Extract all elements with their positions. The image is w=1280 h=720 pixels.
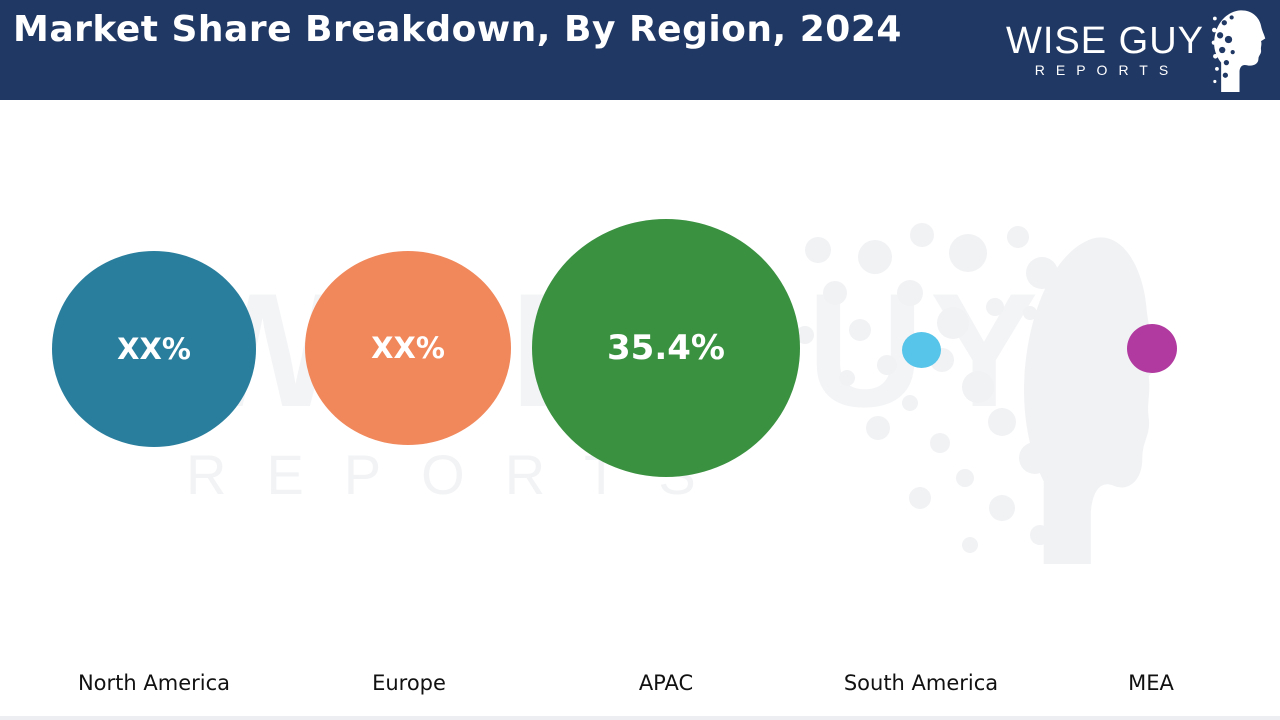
page-title: Market Share Breakdown, By Region, 2024 [13,9,902,50]
wiseguy-face-icon [1211,10,1266,92]
header-bar: Market Share Breakdown, By Region, 2024 … [0,0,1280,100]
category-label-apac: APAC [638,671,694,695]
logo-wordmark: WISE GUY [1005,20,1204,62]
bubble-europe: XX% [305,251,511,445]
bubble-south-america [902,332,941,368]
category-label-europe: Europe [372,671,446,695]
bubble-label-apac: 35.4% [607,328,725,368]
bubble-north-america: XX% [52,251,256,447]
bubble-apac: 35.4% [532,219,800,477]
category-label-mea: MEA [1128,671,1174,695]
category-label-south-america: South America [843,671,999,695]
category-label-north-america: North America [77,671,231,695]
watermark-face [1024,237,1160,564]
logo-text: WISE GUY REPORTS [1006,22,1204,78]
wiseguy-logo: WISE GUY REPORTS [1006,4,1270,96]
bottom-divider [0,716,1280,720]
bubble-label-north-america: XX% [117,332,191,366]
watermark-dots [796,223,1062,553]
bubble-mea [1127,324,1177,373]
logo-subtitle: REPORTS [1034,62,1180,78]
bubble-label-europe: XX% [371,331,445,365]
